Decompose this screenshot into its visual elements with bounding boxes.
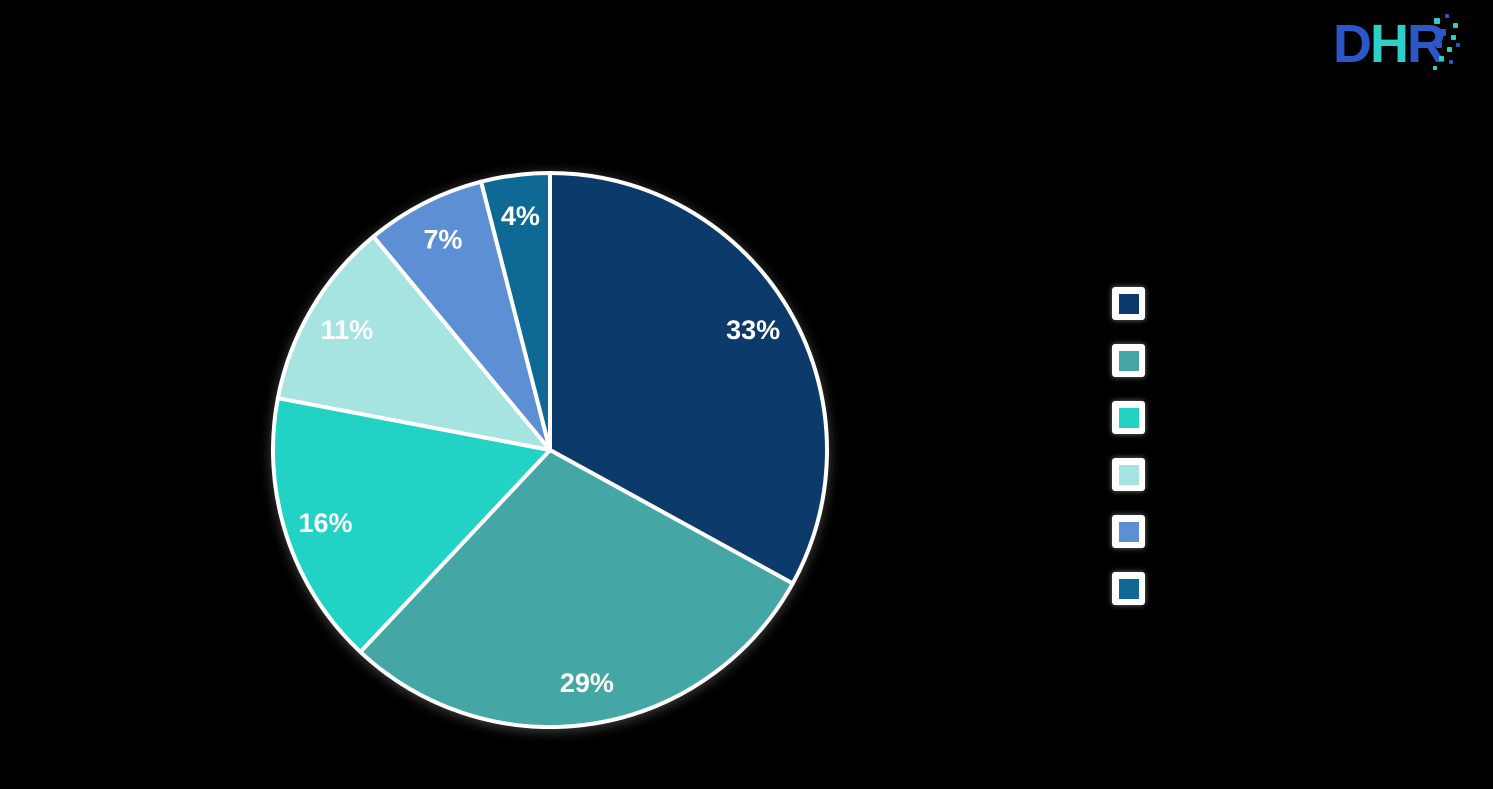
- legend-swatch-color: [1118, 464, 1139, 485]
- dhr-logo-letter: D: [1333, 14, 1372, 74]
- legend-swatch: [1112, 401, 1145, 434]
- dhr-logo: DHR: [1333, 12, 1467, 78]
- legend-swatch: [1112, 287, 1145, 320]
- legend-swatch-color: [1118, 521, 1139, 542]
- pie-slice-label: 4%: [501, 201, 540, 231]
- logo-pixel-dot: [1439, 29, 1446, 36]
- pie-slice-4: [479, 171, 552, 452]
- pie-slice-label: 11%: [321, 315, 374, 345]
- logo-pixel-dot: [1436, 42, 1442, 48]
- logo-pixel-dot: [1433, 66, 1437, 70]
- legend-swatch-color: [1118, 293, 1139, 314]
- logo-pixel-dot: [1449, 60, 1453, 64]
- pie-slice-11: [275, 234, 552, 452]
- legend-swatch-color: [1118, 578, 1139, 599]
- pie-slice-7: [371, 179, 552, 452]
- logo-pixel-dot: [1447, 47, 1452, 52]
- dhr-logo-text: DHR: [1333, 12, 1446, 76]
- legend-swatch: [1112, 515, 1145, 548]
- pie-slice-label: 29%: [560, 668, 614, 698]
- logo-pixel-dot: [1445, 14, 1449, 18]
- legend-swatch: [1112, 344, 1145, 377]
- logo-pixel-dot: [1451, 35, 1456, 40]
- logo-pixel-dot: [1439, 56, 1444, 61]
- pie-slice-label: 7%: [423, 225, 462, 255]
- legend: [1112, 287, 1152, 629]
- pie-slice-label: 33%: [726, 315, 780, 345]
- legend-swatch: [1112, 458, 1145, 491]
- logo-pixel-dot: [1453, 23, 1458, 28]
- logo-pixel-dot: [1456, 43, 1460, 47]
- logo-pixel-dot: [1434, 18, 1440, 24]
- legend-swatch: [1112, 572, 1145, 605]
- pie-slice-29: [358, 448, 795, 729]
- pie-slice-label: 16%: [299, 508, 353, 538]
- pie-slice-16: [271, 396, 552, 654]
- legend-swatch-color: [1118, 407, 1139, 428]
- legend-swatch-color: [1118, 350, 1139, 371]
- pie-slice-33: [548, 171, 829, 586]
- dhr-logo-letter: H: [1370, 14, 1409, 74]
